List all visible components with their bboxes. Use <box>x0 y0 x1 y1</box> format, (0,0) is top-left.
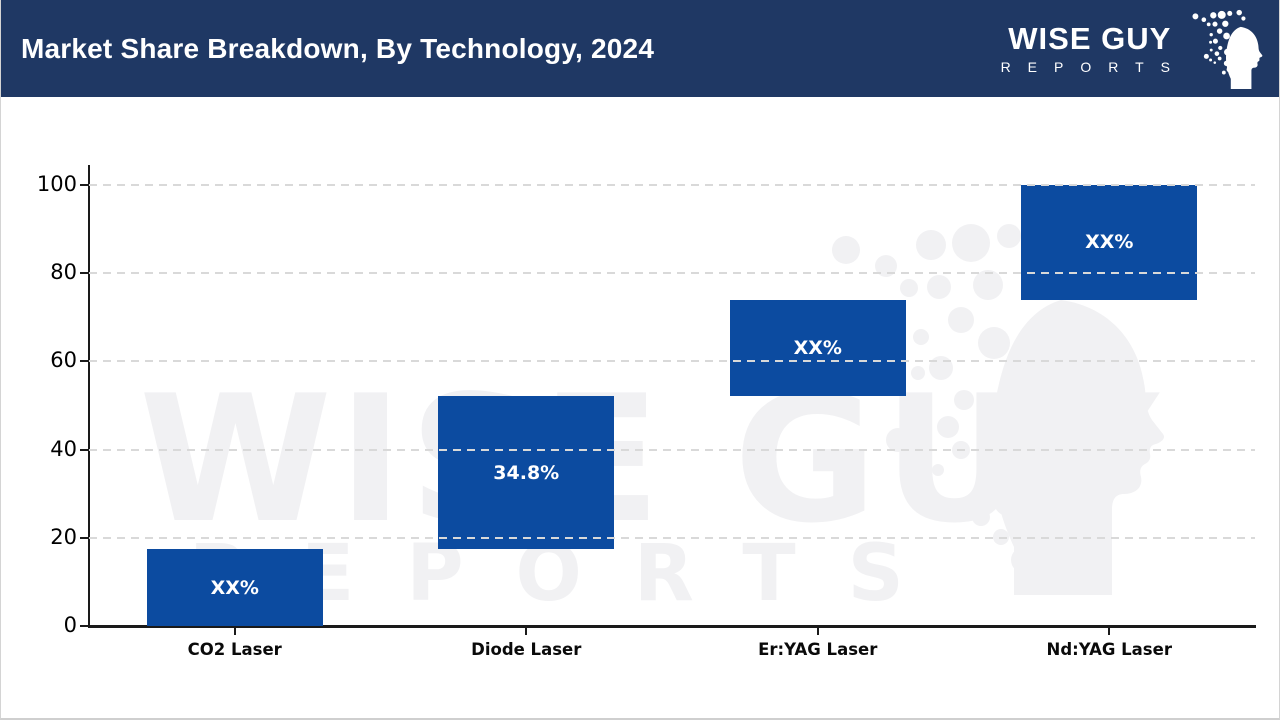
header-bar: Market Share Breakdown, By Technology, 2… <box>1 0 1279 97</box>
page-title: Market Share Breakdown, By Technology, 2… <box>21 32 655 64</box>
x-category-label: Diode Laser <box>471 640 582 659</box>
x-tick-CO2 Laser <box>233 627 236 635</box>
y-tick-0 <box>80 625 89 627</box>
y-tick-80 <box>80 272 89 275</box>
y-tick-100 <box>80 184 89 186</box>
gridline-80 <box>89 272 1255 275</box>
x-tick-Nd:YAG Laser <box>1108 627 1111 635</box>
wise-guy-logo: WISE GUY REPORTS <box>993 9 1265 89</box>
gridline-100 <box>89 184 1255 186</box>
bar-CO2 Laser <box>146 549 323 626</box>
gridline-60 <box>89 360 1255 363</box>
logo-wordmark: WISE GUY <box>1008 21 1172 56</box>
x-category-label: Nd:YAG Laser <box>1046 640 1172 659</box>
y-tick-label-80: 80 <box>50 260 77 285</box>
head-silhouette-icon <box>1192 9 1263 89</box>
x-tick-Er:YAG Laser <box>816 627 819 635</box>
bar-value-label: XX% <box>793 336 842 359</box>
y-tick-60 <box>80 360 89 363</box>
bar-Er:YAG Laser <box>729 299 906 396</box>
y-axis-line <box>88 165 90 627</box>
bar-value-label: 34.8% <box>493 461 560 484</box>
gridline-40 <box>89 448 1255 451</box>
bar-Diode Laser <box>438 395 615 550</box>
x-axis-line <box>88 625 1256 628</box>
y-tick-label-60: 60 <box>50 348 77 373</box>
x-category-label: CO2 Laser <box>187 640 282 659</box>
y-tick-40 <box>80 448 89 451</box>
bar-value-label: XX% <box>1085 231 1134 254</box>
y-tick-label-100: 100 <box>36 172 77 196</box>
bar-value-label: XX% <box>210 576 259 599</box>
logo-subtitle: REPORTS <box>1000 59 1187 75</box>
plot-area: XX% 34.8% XX% XX% <box>89 165 1255 626</box>
x-category-label: Er:YAG Laser <box>758 640 878 659</box>
y-tick-20 <box>80 536 89 539</box>
y-tick-label-20: 20 <box>50 524 77 549</box>
logo-text: WISE GUY REPORTS <box>993 23 1187 74</box>
gridline-20 <box>89 536 1255 539</box>
x-tick-Diode Laser <box>525 627 528 635</box>
y-tick-label-40: 40 <box>50 436 77 461</box>
y-tick-label-0: 0 <box>63 613 77 637</box>
